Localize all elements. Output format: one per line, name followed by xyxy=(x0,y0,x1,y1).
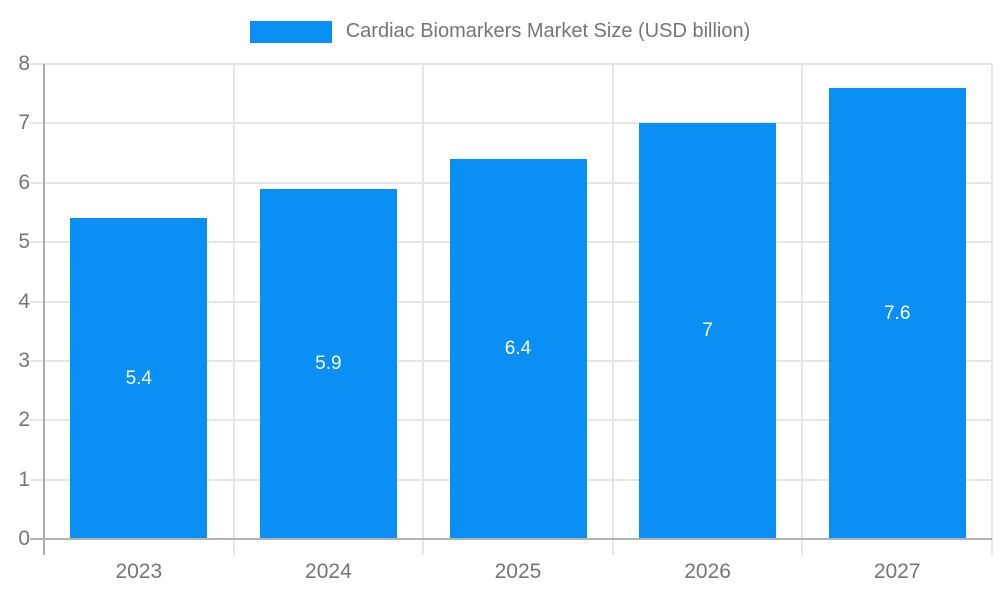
bar[interactable] xyxy=(449,159,587,539)
gridline-horizontal xyxy=(30,63,992,65)
x-axis-tick-label: 2023 xyxy=(115,560,163,583)
bar[interactable] xyxy=(70,218,208,539)
bar-value-label: 5.9 xyxy=(315,353,342,374)
gridline-vertical xyxy=(232,64,235,555)
x-axis-baseline xyxy=(30,538,992,540)
gridline-horizontal xyxy=(30,122,992,125)
y-axis-line xyxy=(43,64,45,555)
bar-value-label: 6.4 xyxy=(504,338,532,359)
x-axis-tick-label: 2025 xyxy=(494,560,542,583)
gridline-vertical xyxy=(801,64,804,555)
bar-value-label: 7.6 xyxy=(883,302,911,324)
y-axis-tick-label: 2 xyxy=(18,408,30,432)
legend-label: Cardiac Biomarkers Market Size (USD bill… xyxy=(345,20,751,42)
legend-swatch xyxy=(249,20,332,43)
chart-legend: Cardiac Biomarkers Market Size (USD bill… xyxy=(0,20,1000,43)
y-axis-tick-label: 0 xyxy=(18,527,30,550)
y-axis-tick-label: 4 xyxy=(18,289,30,313)
gridline-vertical xyxy=(991,64,993,555)
gridline-vertical xyxy=(422,64,425,555)
y-axis-tick-label: 7 xyxy=(18,111,30,135)
bar[interactable] xyxy=(828,88,966,539)
y-axis-tick-label: 6 xyxy=(18,170,30,194)
x-axis-tick-label: 2026 xyxy=(684,560,731,583)
bar[interactable] xyxy=(639,123,777,539)
y-axis-tick-label: 5 xyxy=(18,230,30,254)
gridline-vertical xyxy=(611,64,614,555)
x-axis-tick-label: 2024 xyxy=(305,560,352,583)
bar-value-label: 5.4 xyxy=(125,367,152,389)
y-axis-tick-label: 8 xyxy=(18,52,30,75)
bar[interactable] xyxy=(259,189,397,539)
y-axis-tick-label: 1 xyxy=(18,467,30,491)
bar-value-label: 7 xyxy=(702,320,713,341)
x-axis-tick-label: 2027 xyxy=(873,560,921,583)
y-axis-tick-label: 3 xyxy=(18,348,30,372)
